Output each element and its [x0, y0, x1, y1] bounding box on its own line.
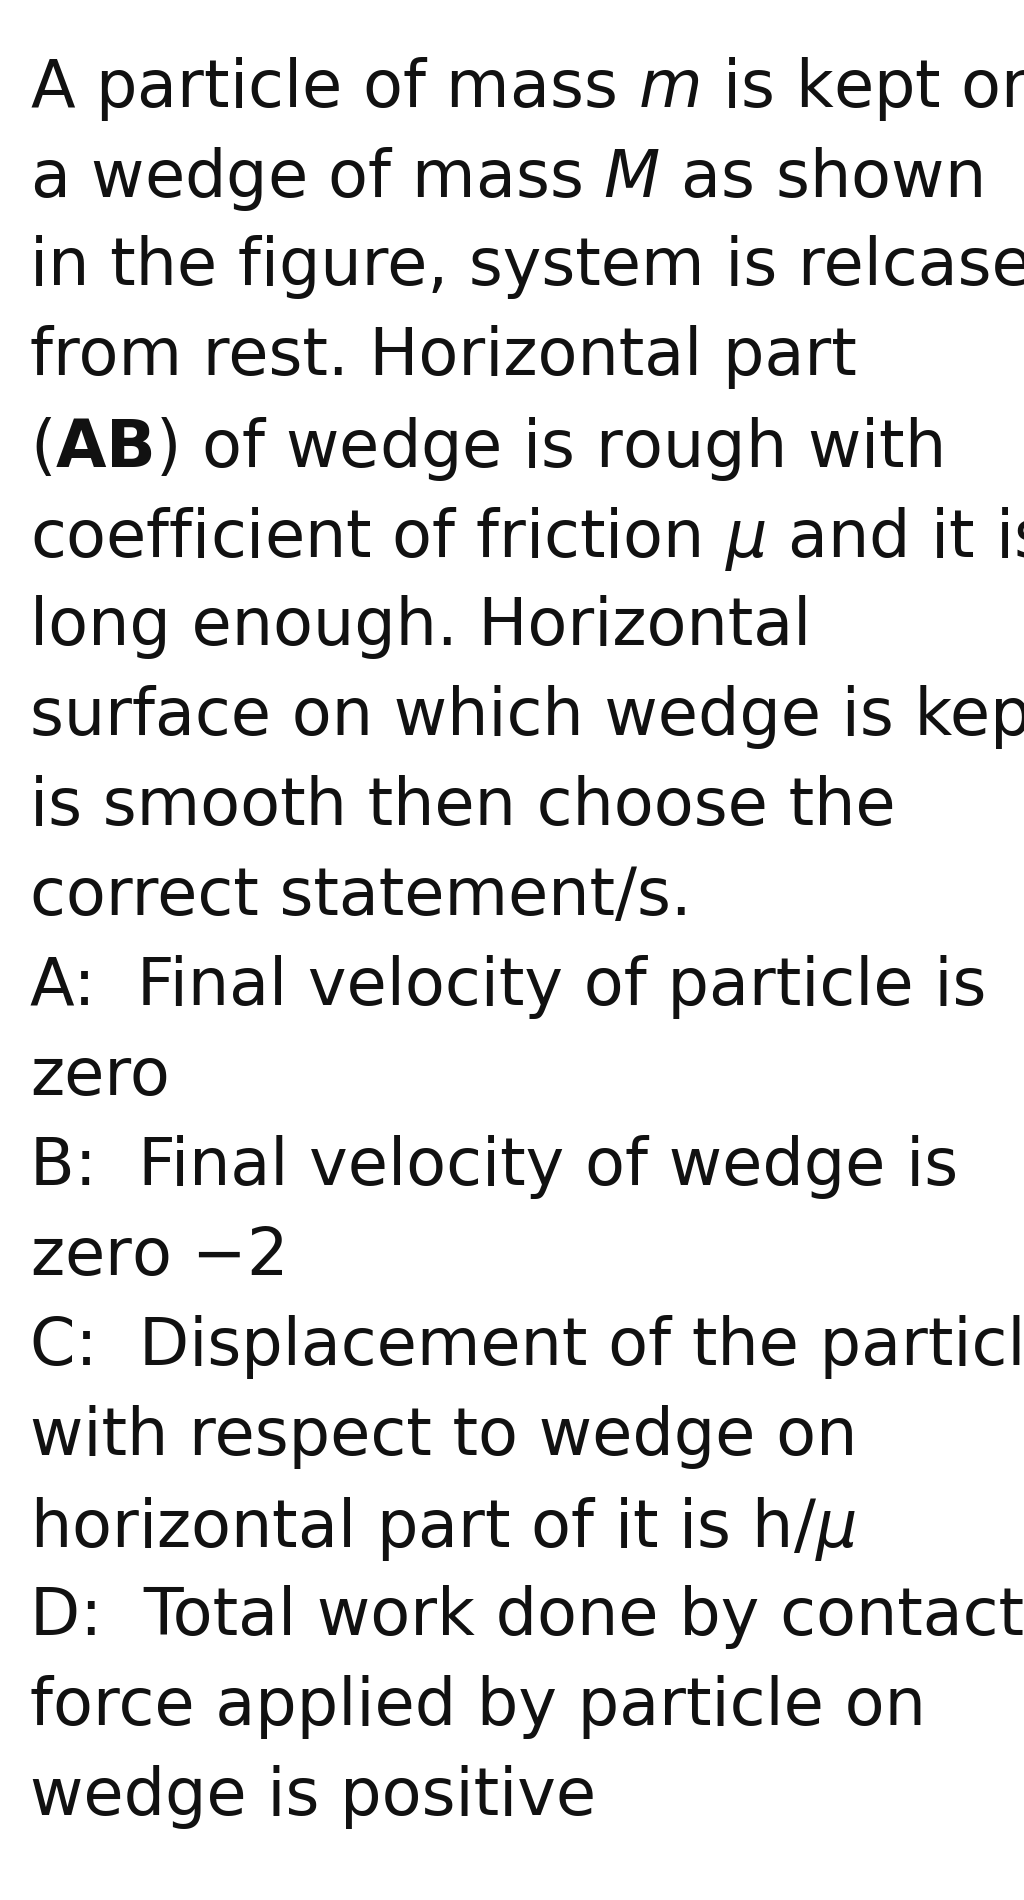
Text: is smooth then choose the: is smooth then choose the	[30, 775, 896, 840]
Text: with respect to wedge on: with respect to wedge on	[30, 1404, 857, 1469]
Text: correct statement/s.: correct statement/s.	[30, 864, 691, 929]
Text: A particle of mass $m$ is kept on: A particle of mass $m$ is kept on	[30, 55, 1024, 124]
Text: $(\mathbf{AB})$ of wedge is rough with: $(\mathbf{AB})$ of wedge is rough with	[30, 414, 942, 483]
Text: wedge is positive: wedge is positive	[30, 1765, 596, 1830]
Text: A:  Final velocity of particle is: A: Final velocity of particle is	[30, 956, 986, 1018]
Text: C:  Displacement of the particle: C: Displacement of the particle	[30, 1315, 1024, 1379]
Text: horizontal part of it is $\mathrm{h}/\mu$: horizontal part of it is $\mathrm{h}/\mu…	[30, 1495, 856, 1564]
Text: zero: zero	[30, 1045, 170, 1110]
Text: from rest. Horizontal part: from rest. Horizontal part	[30, 325, 857, 390]
Text: B:  Final velocity of wedge is: B: Final velocity of wedge is	[30, 1134, 958, 1199]
Text: force applied by particle on: force applied by particle on	[30, 1676, 926, 1738]
Text: long enough. Horizontal: long enough. Horizontal	[30, 595, 811, 659]
Text: a wedge of mass $M$ as shown: a wedge of mass $M$ as shown	[30, 144, 982, 213]
Text: zero $-2$: zero $-2$	[30, 1226, 284, 1288]
Text: in the figure, system is relcased: in the figure, system is relcased	[30, 236, 1024, 298]
Text: coefficient of friction $\mu$ and it is: coefficient of friction $\mu$ and it is	[30, 505, 1024, 574]
Text: D:  Total work done by contact: D: Total work done by contact	[30, 1585, 1024, 1649]
Text: surface on which wedge is kept: surface on which wedge is kept	[30, 686, 1024, 749]
